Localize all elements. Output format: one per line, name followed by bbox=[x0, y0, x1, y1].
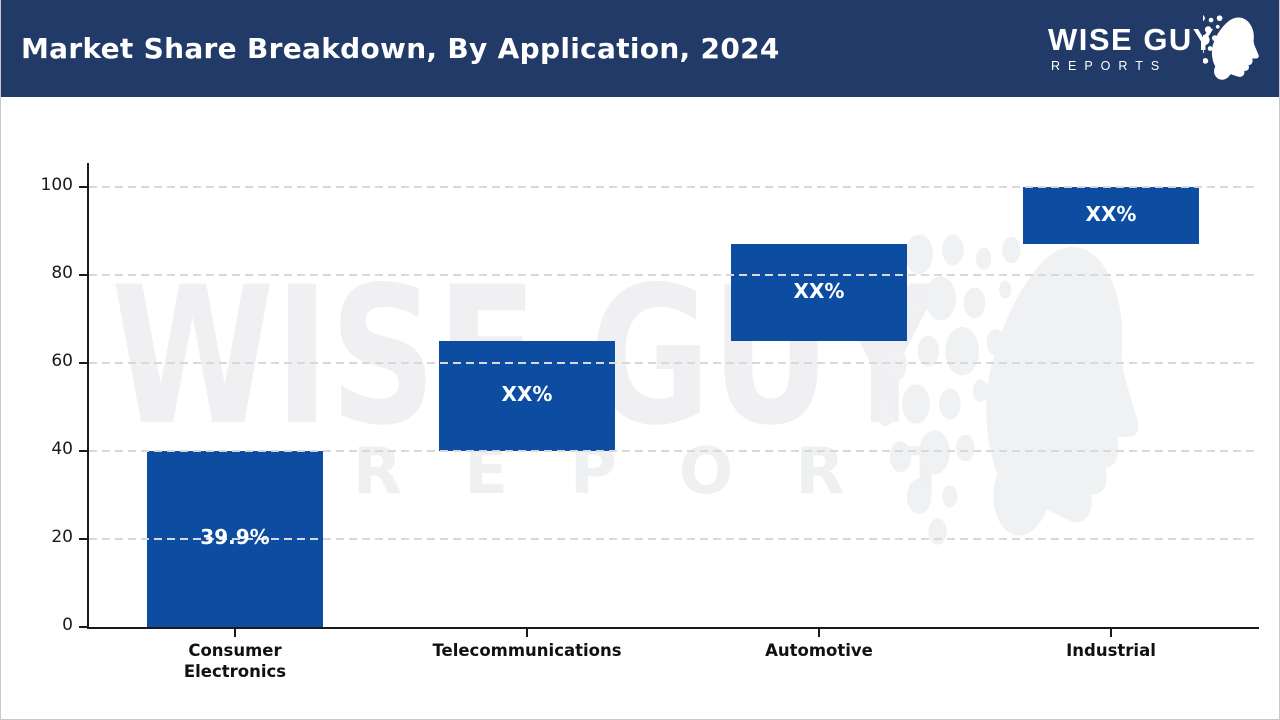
y-tick-label: 60 bbox=[51, 351, 73, 371]
bar bbox=[439, 341, 615, 452]
bar bbox=[1023, 187, 1199, 245]
x-category-label-line: Consumer bbox=[188, 641, 282, 660]
gridline bbox=[89, 186, 1257, 188]
y-tick-mark bbox=[79, 274, 89, 276]
brand-name: WISE GUY bbox=[1047, 22, 1215, 57]
x-category-label-line: Industrial bbox=[1066, 641, 1156, 660]
x-tick-mark bbox=[234, 629, 236, 637]
gridline bbox=[89, 538, 1257, 540]
header-bar: Market Share Breakdown, By Application, … bbox=[1, 0, 1279, 97]
x-category-label-line: Telecommunications bbox=[432, 641, 622, 660]
bar-value-label: XX% bbox=[501, 382, 553, 407]
x-category-label: Automotive bbox=[673, 640, 965, 661]
x-category-label-line: Electronics bbox=[183, 662, 287, 681]
brand-head-icon bbox=[1203, 14, 1259, 82]
x-category-label: Consumer Electronics bbox=[89, 640, 381, 682]
x-tick-mark bbox=[1110, 629, 1112, 637]
brand-logo: WISE GUY REPORTS bbox=[1048, 11, 1267, 87]
brand-wordmark: WISE GUY REPORTS bbox=[1048, 24, 1215, 73]
y-tick-label: 40 bbox=[51, 439, 73, 459]
gridline bbox=[89, 450, 1257, 452]
x-category-label-line: Automotive bbox=[765, 641, 873, 660]
brand-subname: REPORTS bbox=[1050, 59, 1168, 73]
x-category-label: Telecommunications bbox=[381, 640, 673, 661]
y-tick-mark bbox=[79, 626, 89, 628]
gridline bbox=[89, 274, 1257, 276]
gridline bbox=[89, 362, 1257, 364]
x-axis-spine bbox=[87, 627, 1259, 629]
y-tick-label: 80 bbox=[51, 263, 73, 283]
y-tick-label: 100 bbox=[40, 175, 73, 195]
y-tick-mark bbox=[79, 538, 89, 540]
y-tick-mark bbox=[79, 450, 89, 452]
x-tick-mark bbox=[526, 629, 528, 637]
bar-value-label: XX% bbox=[793, 278, 845, 303]
x-tick-mark bbox=[818, 629, 820, 637]
watermark-head-icon bbox=[876, 234, 1139, 545]
x-category-label: Industrial bbox=[965, 640, 1257, 661]
bar-value-label: 39.9% bbox=[200, 525, 270, 550]
y-axis-spine bbox=[87, 163, 89, 629]
bar-value-label: XX% bbox=[1085, 201, 1137, 226]
y-tick-label: 20 bbox=[51, 527, 73, 547]
bar bbox=[731, 244, 907, 342]
y-tick-mark bbox=[79, 362, 89, 364]
y-tick-mark bbox=[79, 186, 89, 188]
page-title: Market Share Breakdown, By Application, … bbox=[21, 32, 780, 65]
y-tick-label: 0 bbox=[62, 615, 73, 635]
